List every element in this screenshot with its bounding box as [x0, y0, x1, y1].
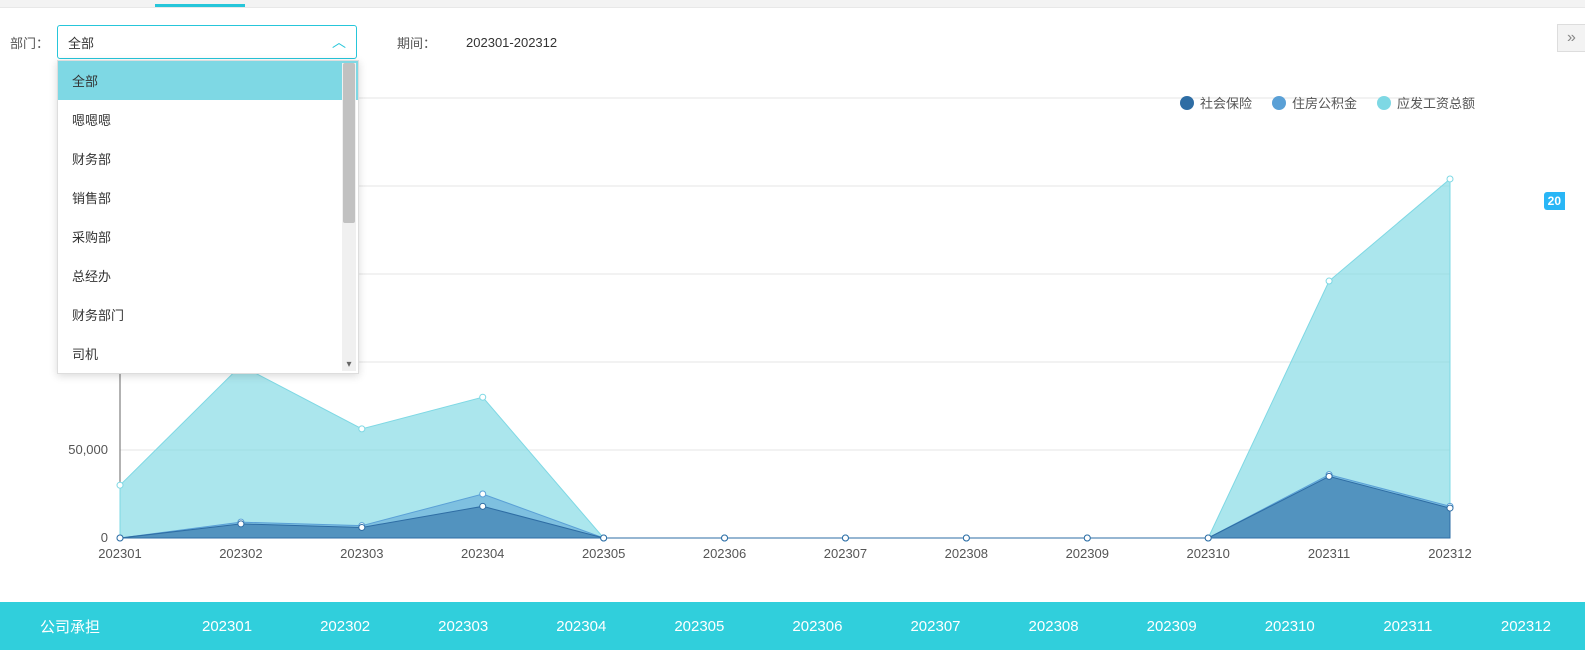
dept-label: 部门：: [10, 33, 49, 52]
dept-option[interactable]: 财务部: [58, 139, 358, 178]
svg-text:202303: 202303: [340, 546, 383, 561]
topbar: [0, 0, 1585, 8]
table-header-month: 202312: [1467, 618, 1585, 635]
right-badge: 20: [1544, 192, 1565, 210]
dept-option[interactable]: 采购部: [58, 217, 358, 256]
legend-label: 住房公积金: [1292, 93, 1357, 112]
svg-text:202308: 202308: [945, 546, 988, 561]
table-header-month: 202311: [1349, 618, 1467, 635]
dropdown-scroll-down-icon[interactable]: ▾: [342, 357, 356, 371]
period-value: 202301-202312: [466, 35, 557, 50]
dept-option[interactable]: 销售部: [58, 178, 358, 217]
svg-text:202306: 202306: [703, 546, 746, 561]
legend-swatch: [1180, 96, 1194, 110]
chevron-right-icon: »: [1567, 29, 1576, 47]
legend-item[interactable]: 应发工资总额: [1377, 93, 1475, 112]
dept-dropdown: 全部嗯嗯嗯财务部销售部采购部总经办财务部门司机 ▾: [57, 60, 359, 374]
dropdown-scrollbar-thumb[interactable]: [343, 63, 355, 223]
filter-row: 部门： 全部 ︿ 全部嗯嗯嗯财务部销售部采购部总经办财务部门司机 ▾ 期间： 2…: [0, 8, 1585, 68]
svg-text:202305: 202305: [582, 546, 625, 561]
table-header-month: 202310: [1231, 618, 1349, 635]
expand-panel-button[interactable]: »: [1557, 24, 1585, 52]
dept-option[interactable]: 总经办: [58, 256, 358, 295]
table-header-month: 202308: [995, 618, 1113, 635]
dept-select[interactable]: 全部 ︿ 全部嗯嗯嗯财务部销售部采购部总经办财务部门司机 ▾: [57, 25, 357, 59]
svg-text:50,000: 50,000: [68, 442, 108, 457]
period-label: 期间：: [397, 33, 436, 52]
legend-label: 社会保险: [1200, 93, 1252, 112]
table-header-month: 202302: [286, 618, 404, 635]
svg-text:202304: 202304: [461, 546, 504, 561]
svg-text:202301: 202301: [98, 546, 141, 561]
table-header-month: 202305: [640, 618, 758, 635]
svg-text:202310: 202310: [1186, 546, 1229, 561]
chart-legend: 社会保险 住房公积金 应发工资总额: [1180, 93, 1475, 112]
table-header-month: 202307: [876, 618, 994, 635]
legend-swatch: [1377, 96, 1391, 110]
svg-text:0: 0: [101, 530, 108, 545]
svg-text:202309: 202309: [1066, 546, 1109, 561]
dept-select-value: 全部: [68, 33, 332, 52]
svg-text:202312: 202312: [1428, 546, 1471, 561]
legend-item[interactable]: 住房公积金: [1272, 93, 1357, 112]
dropdown-scrollbar[interactable]: ▾: [342, 63, 356, 371]
legend-item[interactable]: 社会保险: [1180, 93, 1252, 112]
table-header-month: 202304: [522, 618, 640, 635]
table-header-first: 公司承担: [0, 616, 168, 637]
svg-text:202302: 202302: [219, 546, 262, 561]
table-header-month: 202303: [404, 618, 522, 635]
dept-option[interactable]: 全部: [58, 61, 358, 100]
legend-swatch: [1272, 96, 1286, 110]
legend-label: 应发工资总额: [1397, 93, 1475, 112]
table-header-month: 202309: [1113, 618, 1231, 635]
table-header-month: 202306: [758, 618, 876, 635]
dept-option[interactable]: 嗯嗯嗯: [58, 100, 358, 139]
table-header-month: 202301: [168, 618, 286, 635]
dept-option[interactable]: 财务部门: [58, 295, 358, 334]
dept-option[interactable]: 司机: [58, 334, 358, 373]
chevron-up-icon: ︿: [332, 32, 346, 52]
svg-text:202307: 202307: [824, 546, 867, 561]
active-tab-indicator: [155, 4, 245, 7]
table-header-row: 公司承担 20230120230220230320230420230520230…: [0, 602, 1585, 650]
svg-text:202311: 202311: [1308, 546, 1350, 561]
